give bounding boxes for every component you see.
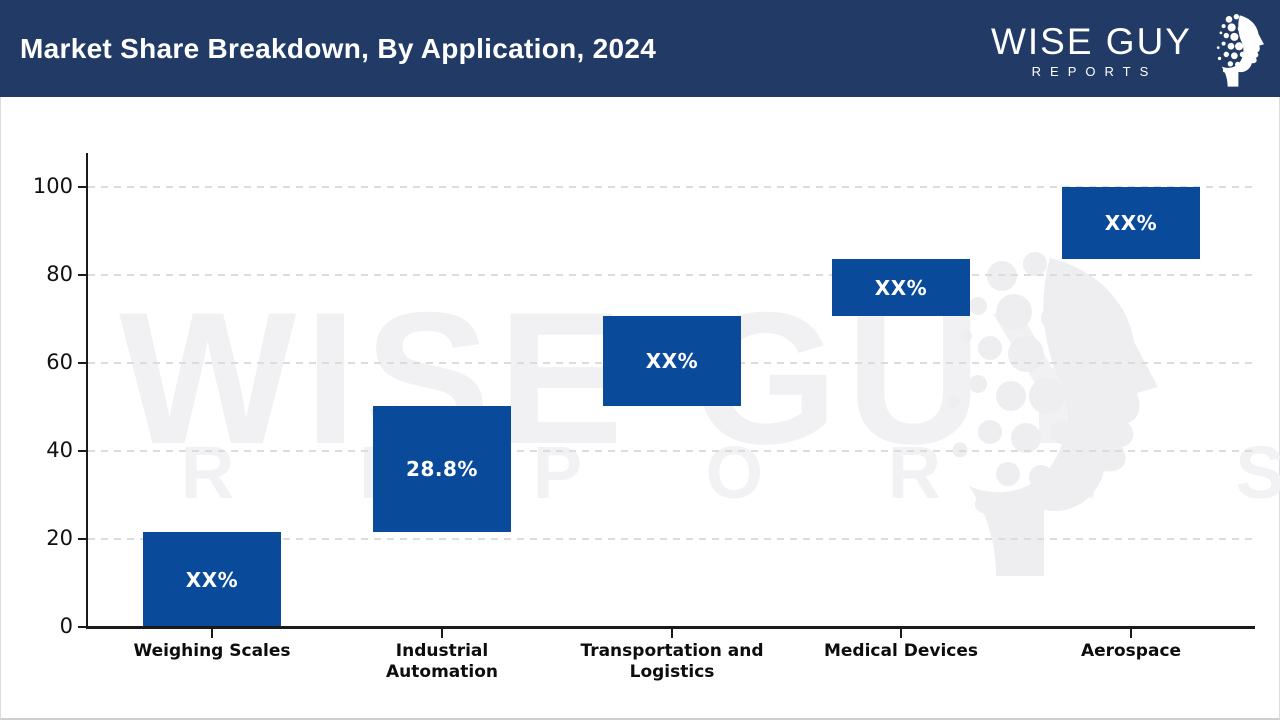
y-tick-40 [78, 450, 87, 452]
brand-name: WISE GUY [990, 20, 1192, 62]
brand-subname: REPORTS [1031, 63, 1158, 79]
x-category-label: Industrial Automation [386, 641, 498, 682]
gridline-100 [88, 186, 1254, 188]
y-tick-100 [78, 186, 87, 188]
y-tick-label-100: 100 [32, 174, 73, 198]
x-category-label: Transportation and Logistics [580, 641, 764, 682]
gridline-80 [88, 274, 1254, 276]
x-tick-3 [900, 629, 902, 638]
gridline-20 [88, 538, 1254, 540]
x-tick-0 [211, 629, 213, 638]
gridline-40 [88, 450, 1254, 452]
x-category-label: Aerospace [1080, 641, 1182, 661]
page-title: Market Share Breakdown, By Application, … [20, 32, 657, 64]
brand-face-dots-icon [1216, 14, 1264, 87]
y-tick-20 [78, 538, 87, 540]
x-tick-2 [671, 629, 673, 638]
y-tick-label-40: 40 [46, 438, 73, 462]
y-tick-label-0: 0 [59, 614, 73, 638]
bar-value-label: XX% [645, 348, 699, 373]
brand-logo: WISE GUY REPORTS [991, 6, 1268, 94]
y-tick-label-60: 60 [46, 350, 73, 374]
y-tick-label-80: 80 [46, 262, 73, 286]
bar-weighing-scales: XX% [143, 532, 281, 627]
bar-value-label: XX% [1104, 211, 1158, 236]
bar-value-label: 28.8% [406, 457, 478, 482]
watermark-face-dots-icon [948, 252, 1158, 576]
bar-value-label: XX% [185, 567, 239, 592]
y-axis-line [86, 153, 88, 629]
y-tick-60 [78, 362, 87, 364]
bar-medical-devices: XX% [832, 259, 970, 316]
y-tick-80 [78, 274, 87, 276]
header-bar: Market Share Breakdown, By Application, … [0, 0, 1280, 97]
brand-logo-text: WISE GUY REPORTS [990, 20, 1192, 79]
bar-transportation-and-logistics: XX% [603, 315, 741, 406]
y-tick-label-20: 20 [46, 526, 73, 550]
bar-industrial-automation: 28.8% [373, 405, 511, 533]
bar-aerospace: XX% [1062, 187, 1200, 260]
bar-value-label: XX% [874, 275, 928, 300]
y-tick-0 [78, 626, 87, 628]
x-category-label: Medical Devices [823, 641, 978, 661]
x-category-label: Weighing Scales [133, 641, 291, 661]
x-tick-4 [1130, 629, 1132, 638]
x-tick-1 [441, 629, 443, 638]
x-axis-line [86, 626, 1255, 629]
